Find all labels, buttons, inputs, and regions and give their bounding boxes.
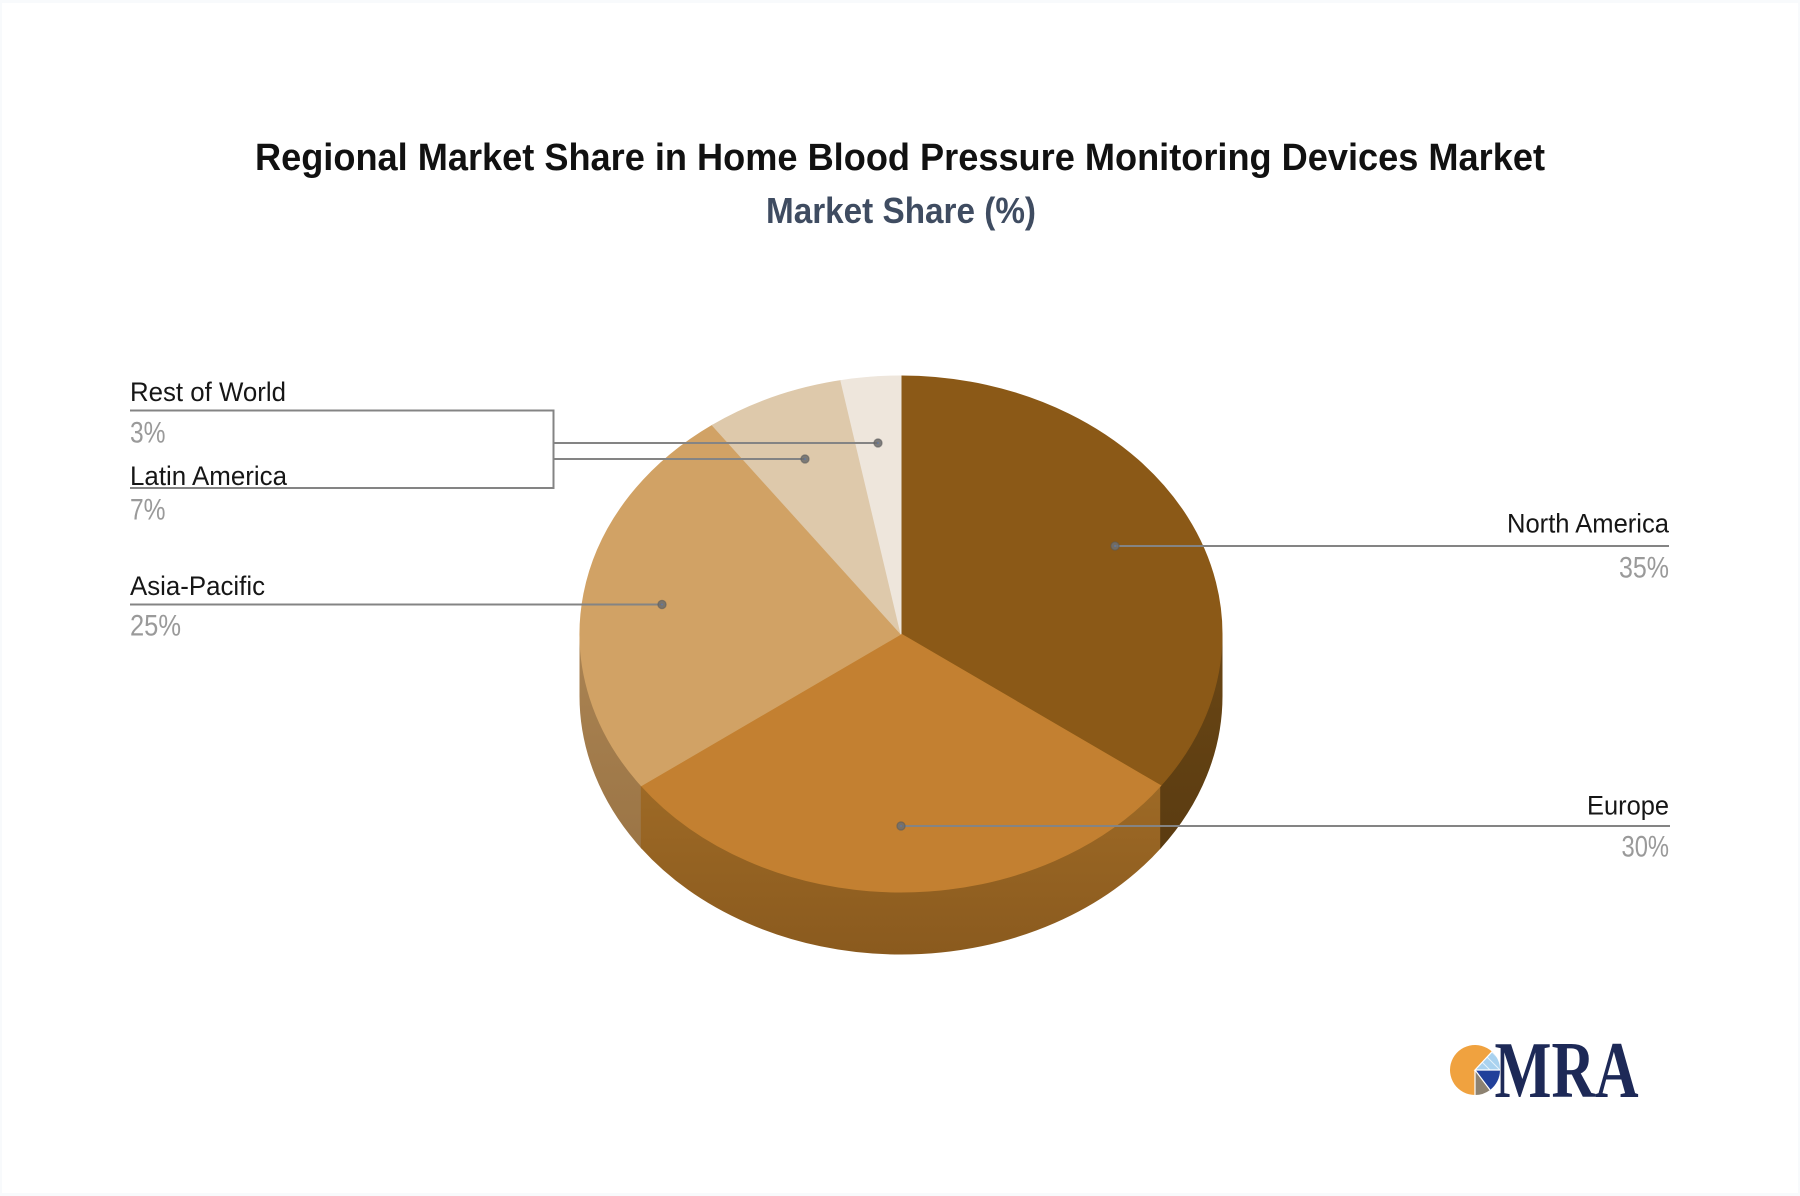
svg-text:Europe: Europe (1587, 791, 1669, 821)
svg-text:Rest of World: Rest of World (130, 377, 286, 407)
svg-text:7%: 7% (130, 494, 166, 527)
svg-text:North America: North America (1507, 509, 1670, 539)
svg-text:3%: 3% (130, 417, 166, 450)
svg-text:25%: 25% (130, 609, 181, 642)
svg-text:30%: 30% (1622, 831, 1670, 864)
svg-text:Latin America: Latin America (130, 461, 288, 491)
svg-text:Market Share (%): Market Share (%) (766, 190, 1036, 231)
svg-text:35%: 35% (1619, 552, 1669, 585)
svg-text:Asia-Pacific: Asia-Pacific (130, 571, 265, 601)
svg-text:MRA: MRA (1495, 1026, 1639, 1116)
svg-text:Regional Market Share in Home: Regional Market Share in Home Blood Pres… (255, 137, 1545, 179)
